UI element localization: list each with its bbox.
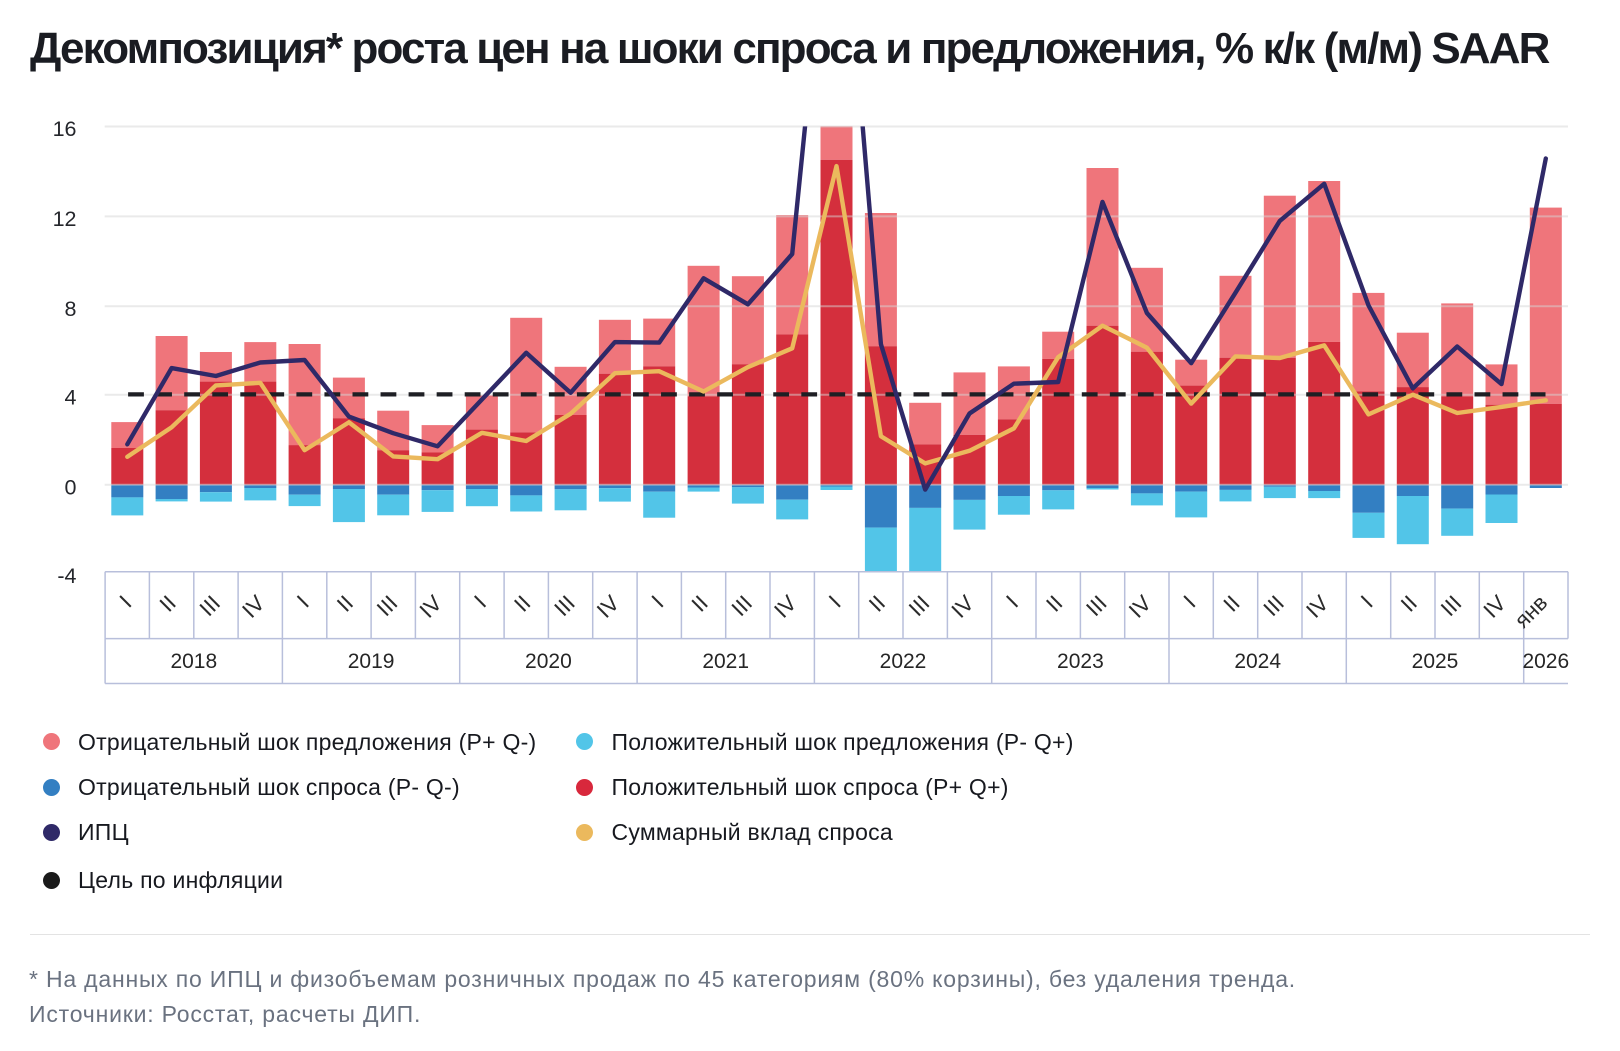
- svg-text:IV: IV: [1301, 590, 1334, 623]
- svg-text:I: I: [469, 590, 491, 612]
- svg-text:2026: 2026: [1522, 650, 1569, 673]
- svg-text:0: 0: [65, 475, 77, 499]
- svg-text:III: III: [904, 590, 935, 621]
- svg-text:IV: IV: [769, 590, 802, 623]
- svg-text:IV: IV: [592, 590, 625, 623]
- svg-text:IV: IV: [946, 590, 979, 623]
- svg-text:I: I: [115, 590, 137, 612]
- svg-text:III: III: [1081, 590, 1112, 621]
- svg-text:I: I: [824, 590, 846, 612]
- svg-text:IV: IV: [1478, 590, 1511, 623]
- svg-text:2022: 2022: [880, 650, 927, 673]
- svg-text:8: 8: [65, 297, 77, 321]
- svg-text:III: III: [1258, 590, 1289, 621]
- svg-text:12: 12: [53, 207, 77, 231]
- svg-text:I: I: [1178, 590, 1200, 612]
- svg-text:III: III: [726, 590, 757, 621]
- svg-text:16: 16: [53, 117, 77, 141]
- svg-text:II: II: [155, 590, 181, 616]
- svg-text:I: I: [292, 590, 314, 612]
- svg-text:2020: 2020: [525, 650, 572, 673]
- svg-text:III: III: [549, 590, 580, 621]
- svg-text:III: III: [1436, 590, 1467, 621]
- svg-text:янв: янв: [1509, 590, 1552, 633]
- svg-text:2024: 2024: [1234, 650, 1281, 673]
- svg-text:4: 4: [65, 385, 77, 409]
- svg-text:II: II: [687, 590, 713, 616]
- svg-text:II: II: [1218, 590, 1244, 616]
- svg-text:I: I: [1356, 590, 1378, 612]
- svg-text:II: II: [332, 590, 358, 616]
- svg-text:IV: IV: [237, 590, 270, 623]
- svg-text:I: I: [1001, 590, 1023, 612]
- svg-text:2018: 2018: [170, 650, 217, 673]
- svg-text:II: II: [1396, 590, 1422, 616]
- svg-text:IV: IV: [414, 590, 447, 623]
- svg-text:III: III: [372, 590, 403, 621]
- svg-text:IV: IV: [1124, 590, 1157, 623]
- svg-text:-4: -4: [57, 564, 76, 588]
- svg-text:2025: 2025: [1412, 650, 1459, 673]
- svg-text:2019: 2019: [348, 650, 395, 673]
- svg-text:II: II: [1041, 590, 1067, 616]
- svg-text:2021: 2021: [702, 650, 749, 673]
- svg-text:III: III: [194, 590, 225, 621]
- svg-text:II: II: [509, 590, 535, 616]
- svg-text:I: I: [646, 590, 668, 612]
- svg-text:II: II: [864, 590, 890, 616]
- svg-text:2023: 2023: [1057, 650, 1104, 673]
